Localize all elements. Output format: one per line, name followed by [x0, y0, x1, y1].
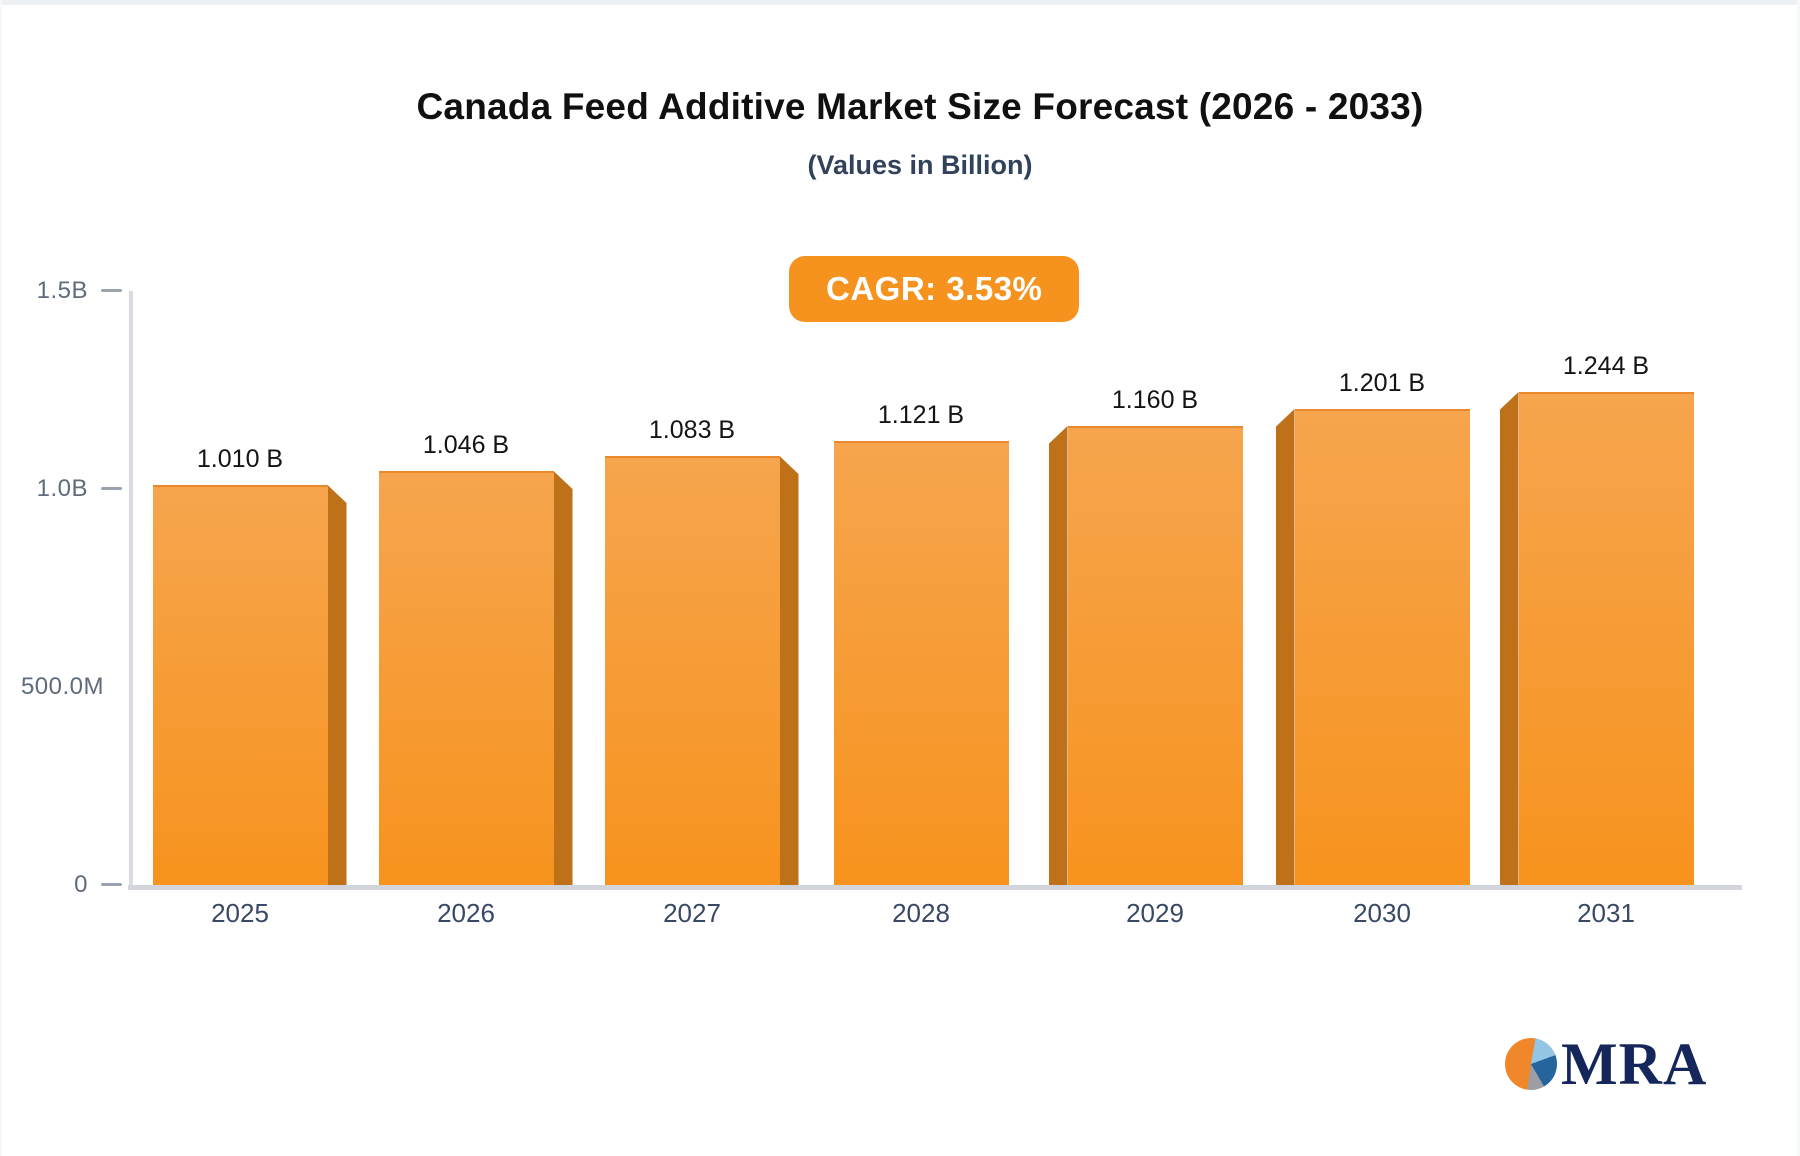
y-axis-tick-label: 0 — [74, 871, 88, 898]
x-axis-label-2028: 2028 — [892, 898, 950, 928]
cagr-badge: CAGR: 3.53% — [789, 256, 1080, 322]
bar-value-label-2026: 1.046 B — [422, 431, 510, 459]
x-axis-label-2030: 2030 — [1353, 898, 1411, 928]
bar-value-label-2030: 1.201 B — [1338, 369, 1426, 397]
bar-value-label-2027: 1.083 B — [648, 416, 736, 444]
x-axis-label-2027: 2027 — [663, 898, 721, 928]
bar-value-label-2025: 1.010 B — [196, 445, 284, 473]
bar-value-label-2031: 1.244 B — [1562, 352, 1650, 380]
y-axis-line — [129, 291, 133, 885]
y-axis-tick-mark — [101, 289, 122, 292]
page-top-edge — [0, 0, 1800, 5]
bar-3d-side — [1048, 426, 1068, 885]
bar-2029 — [1067, 426, 1243, 885]
bar-3d-side — [779, 456, 799, 885]
x-axis-label-2025: 2025 — [211, 898, 269, 928]
bar-3d-side — [1499, 392, 1519, 885]
y-axis-tick-label: 1.5B — [36, 277, 88, 304]
page-left-edge — [0, 0, 2, 1156]
bar-2030 — [1294, 409, 1470, 885]
bar-3d-side — [327, 485, 347, 885]
mra-logo-text: MRA — [1561, 1031, 1708, 1097]
bar-2025 — [152, 485, 328, 885]
bar-2031 — [1518, 392, 1694, 885]
bar-3d-side — [553, 471, 573, 885]
chart-header: Canada Feed Additive Market Size Forecas… — [40, 86, 1800, 181]
bar-2027 — [604, 456, 780, 885]
y-axis-tick-mark — [101, 883, 122, 886]
bar-value-label-2028: 1.121 B — [877, 401, 965, 429]
bar-2028 — [833, 441, 1009, 885]
mra-logo: MRA — [1505, 1031, 1708, 1097]
x-axis-label-2026: 2026 — [437, 898, 495, 928]
bar-value-label-2029: 1.160 B — [1111, 386, 1199, 414]
chart-subtitle: (Values in Billion) — [807, 150, 1033, 180]
x-axis-label-2031: 2031 — [1577, 898, 1635, 928]
x-axis-label-2029: 2029 — [1126, 898, 1184, 928]
bar-2026 — [378, 471, 554, 885]
y-axis-tick-label: 1.0B — [36, 475, 88, 502]
bar-3d-side — [1275, 409, 1295, 885]
chart-title: Canada Feed Additive Market Size Forecas… — [416, 86, 1424, 127]
y-axis-tick-mark — [101, 487, 122, 490]
page-right-edge — [1797, 0, 1800, 1156]
x-axis-baseline — [128, 885, 1742, 890]
y-axis-tick-label: 500.0M — [20, 673, 104, 700]
mra-logo-pie-icon — [1505, 1038, 1557, 1090]
